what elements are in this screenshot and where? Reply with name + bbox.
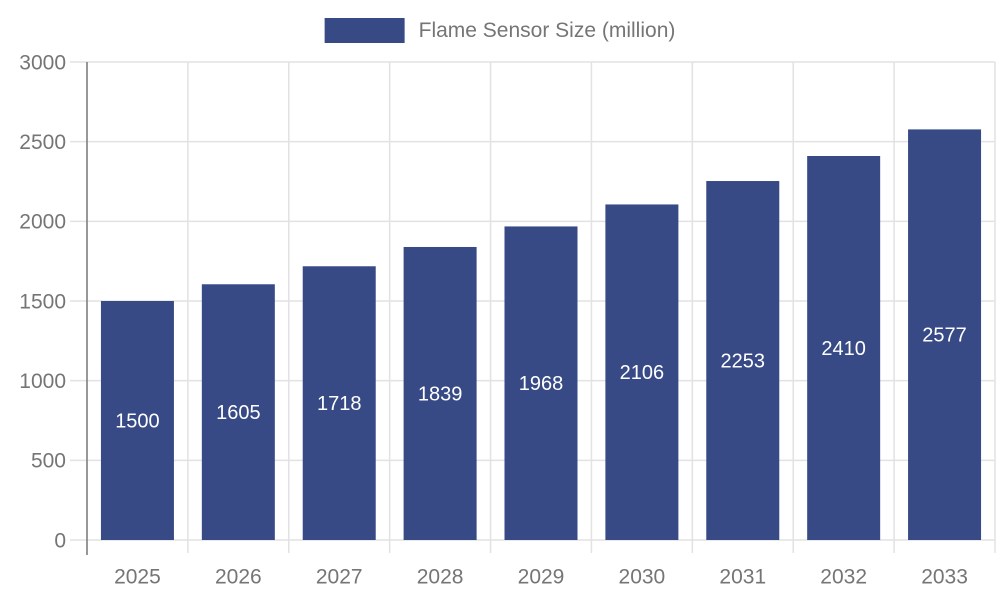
y-axis-tick-label: 2500: [19, 131, 66, 154]
x-axis-tick-label: 2030: [619, 565, 666, 588]
x-axis-tick-label: 2026: [215, 565, 262, 588]
x-axis-tick-label: 2029: [518, 565, 565, 588]
y-axis-tick-label: 1000: [19, 370, 66, 393]
bar-value-label: 1968: [519, 373, 564, 395]
y-axis-tick-label: 0: [54, 529, 66, 552]
x-axis-tick-label: 2028: [417, 565, 464, 588]
x-axis-tick-label: 2025: [114, 565, 161, 588]
x-axis-tick-label: 2033: [921, 565, 968, 588]
bar[interactable]: [403, 246, 477, 540]
bar-value-label: 2577: [922, 325, 967, 347]
bar-value-label: 1839: [418, 383, 463, 405]
legend-swatch: [324, 18, 405, 43]
bar-value-label: 1500: [115, 411, 160, 433]
bar[interactable]: [302, 266, 376, 540]
bar[interactable]: [100, 301, 174, 540]
y-axis-tick-label: 2000: [19, 211, 66, 234]
bar-value-label: 2106: [620, 362, 665, 384]
bar[interactable]: [908, 129, 982, 540]
x-axis-tick-label: 2032: [820, 565, 867, 588]
bar-value-label: 2410: [821, 338, 866, 360]
legend[interactable]: Flame Sensor Size (million): [324, 18, 676, 43]
bar-value-label: 1718: [317, 393, 362, 415]
bar[interactable]: [807, 156, 881, 541]
y-axis-tick-label: 1500: [19, 290, 66, 313]
y-axis-tick-label: 3000: [19, 51, 66, 74]
bar-value-label: 2253: [721, 351, 766, 373]
bar[interactable]: [504, 226, 578, 540]
x-axis-tick-label: 2027: [316, 565, 363, 588]
legend-label: Flame Sensor Size (million): [418, 18, 676, 42]
y-axis-tick-label: 500: [31, 450, 66, 473]
x-axis-tick-label: 2031: [719, 565, 766, 588]
bar-value-label: 1605: [216, 402, 261, 424]
bar[interactable]: [201, 284, 275, 540]
bar[interactable]: [706, 181, 780, 540]
bar[interactable]: [605, 204, 679, 540]
